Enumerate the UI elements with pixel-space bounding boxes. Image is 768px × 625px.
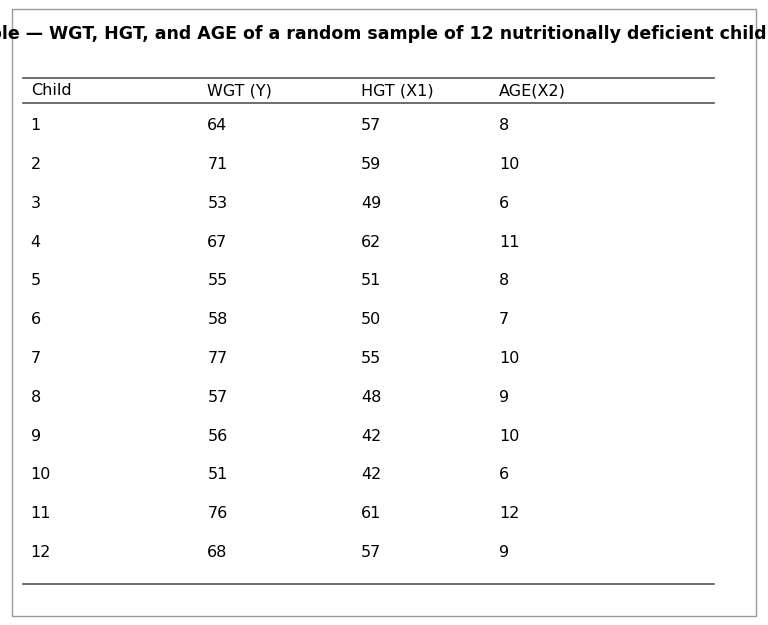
Text: 11: 11 [499,234,520,249]
Text: 12: 12 [499,506,520,521]
Text: 12: 12 [31,545,51,560]
Text: 5: 5 [31,273,41,288]
Text: 57: 57 [361,118,381,133]
Text: 11: 11 [31,506,51,521]
Text: HGT (X1): HGT (X1) [361,83,434,98]
Text: 77: 77 [207,351,227,366]
Text: 7: 7 [31,351,41,366]
Text: 62: 62 [361,234,381,249]
Text: 10: 10 [499,429,520,444]
Text: 61: 61 [361,506,382,521]
Text: 6: 6 [31,312,41,327]
Text: 64: 64 [207,118,227,133]
Text: 6: 6 [499,468,509,482]
Text: 7: 7 [499,312,509,327]
Text: 2: 2 [31,157,41,172]
Text: 58: 58 [207,312,228,327]
Text: 8: 8 [499,118,509,133]
Text: Table — WGT, HGT, and AGE of a random sample of 12 nutritionally deficient child: Table — WGT, HGT, and AGE of a random sa… [0,26,768,43]
Text: 55: 55 [207,273,227,288]
Text: 48: 48 [361,390,382,405]
Text: 8: 8 [31,390,41,405]
Text: 42: 42 [361,429,381,444]
Text: 51: 51 [361,273,382,288]
Text: 76: 76 [207,506,227,521]
Text: 57: 57 [361,545,381,560]
Text: 10: 10 [31,468,51,482]
Text: 1: 1 [31,118,41,133]
Text: AGE(X2): AGE(X2) [499,83,566,98]
Text: 4: 4 [31,234,41,249]
Text: 71: 71 [207,157,228,172]
Text: 6: 6 [499,196,509,211]
Text: 56: 56 [207,429,227,444]
Text: 10: 10 [499,351,520,366]
Text: Child: Child [31,83,71,98]
Text: 53: 53 [207,196,227,211]
Text: 51: 51 [207,468,228,482]
Text: 9: 9 [499,390,509,405]
Text: 42: 42 [361,468,381,482]
Text: 55: 55 [361,351,381,366]
Text: 10: 10 [499,157,520,172]
Text: 50: 50 [361,312,381,327]
Text: 8: 8 [499,273,509,288]
Text: 68: 68 [207,545,228,560]
Text: 9: 9 [31,429,41,444]
Text: 57: 57 [207,390,227,405]
Text: WGT (Y): WGT (Y) [207,83,272,98]
Text: 9: 9 [499,545,509,560]
Text: 49: 49 [361,196,381,211]
Text: 59: 59 [361,157,381,172]
Text: 67: 67 [207,234,227,249]
Text: 3: 3 [31,196,41,211]
